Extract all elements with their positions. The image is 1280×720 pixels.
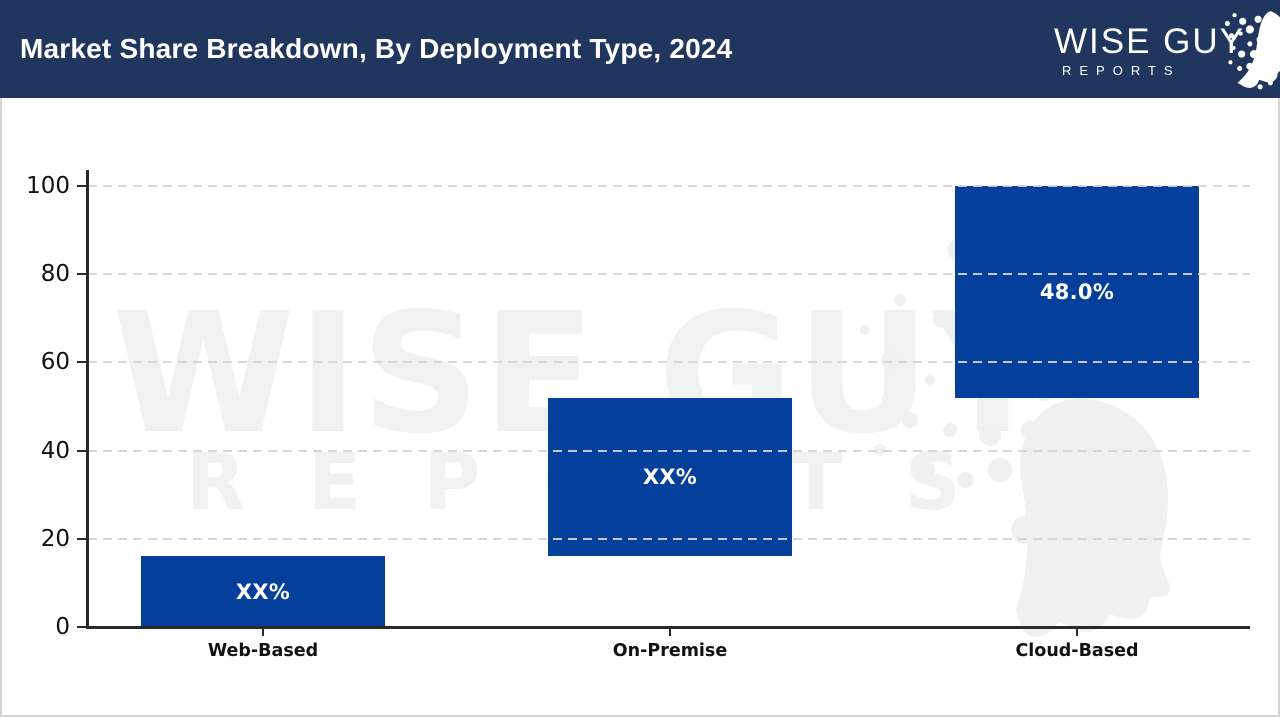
y-axis-tick-label: 20 bbox=[40, 525, 70, 552]
y-axis-tick bbox=[77, 273, 86, 276]
y-axis-tick-label: 80 bbox=[40, 261, 70, 288]
gridline-60 bbox=[88, 361, 1250, 364]
x-axis-tick bbox=[669, 629, 671, 636]
y-axis-tick-label: 100 bbox=[26, 173, 70, 199]
x-axis-tick bbox=[262, 629, 264, 636]
x-axis-line bbox=[86, 626, 1250, 629]
bar-value-label-web-based: XX% bbox=[235, 579, 291, 604]
y-axis-tick-label: 0 bbox=[55, 614, 70, 640]
y-axis-tick bbox=[77, 185, 86, 187]
page-title: Market Share Breakdown, By Deployment Ty… bbox=[20, 33, 733, 64]
bar-value-label-cloud-based: 48.0% bbox=[1039, 279, 1115, 304]
y-axis-tick-label: 60 bbox=[40, 349, 70, 376]
logo-head-profile-icon bbox=[1224, 11, 1280, 90]
gridline-100 bbox=[88, 185, 1250, 187]
figure-border-right bbox=[1278, 98, 1280, 717]
x-axis-tick-label-cloud-based: Cloud-Based bbox=[1015, 641, 1139, 661]
y-axis-tick bbox=[77, 626, 86, 628]
wise-guy-reports-logo: WISE GUY REPORTS bbox=[1022, 0, 1280, 98]
x-axis-tick-label-web-based: Web-Based bbox=[207, 641, 319, 661]
x-axis-tick bbox=[1076, 629, 1078, 636]
bar-value-label-on-premise: XX% bbox=[642, 465, 698, 490]
y-axis-line bbox=[86, 170, 89, 629]
logo-subtitle: REPORTS bbox=[1062, 63, 1181, 78]
bar-cloud-based: 48.0% bbox=[955, 186, 1199, 398]
bar-web-based: XX% bbox=[141, 556, 385, 627]
y-axis-tick-label: 40 bbox=[40, 437, 70, 464]
figure-border-left bbox=[0, 98, 2, 717]
y-axis-tick bbox=[77, 449, 86, 452]
logo-wordmark: WISE GUY bbox=[1054, 22, 1246, 61]
figure-border-bottom bbox=[0, 715, 1280, 717]
bar-on-premise: XX% bbox=[548, 397, 792, 557]
gridline-80 bbox=[88, 273, 1250, 276]
gridline-40 bbox=[88, 449, 1250, 452]
header-bar: Market Share Breakdown, By Deployment Ty… bbox=[0, 0, 1280, 98]
y-axis-tick bbox=[77, 361, 86, 364]
gridline-20 bbox=[88, 537, 1250, 540]
plot-area: 0 20 40 60 80 100 XX% Web-Based XX% On-Premise 48.… bbox=[0, 98, 1280, 720]
y-axis-tick bbox=[77, 537, 86, 540]
x-axis-tick-label-on-premise: On-Premise bbox=[612, 641, 728, 661]
